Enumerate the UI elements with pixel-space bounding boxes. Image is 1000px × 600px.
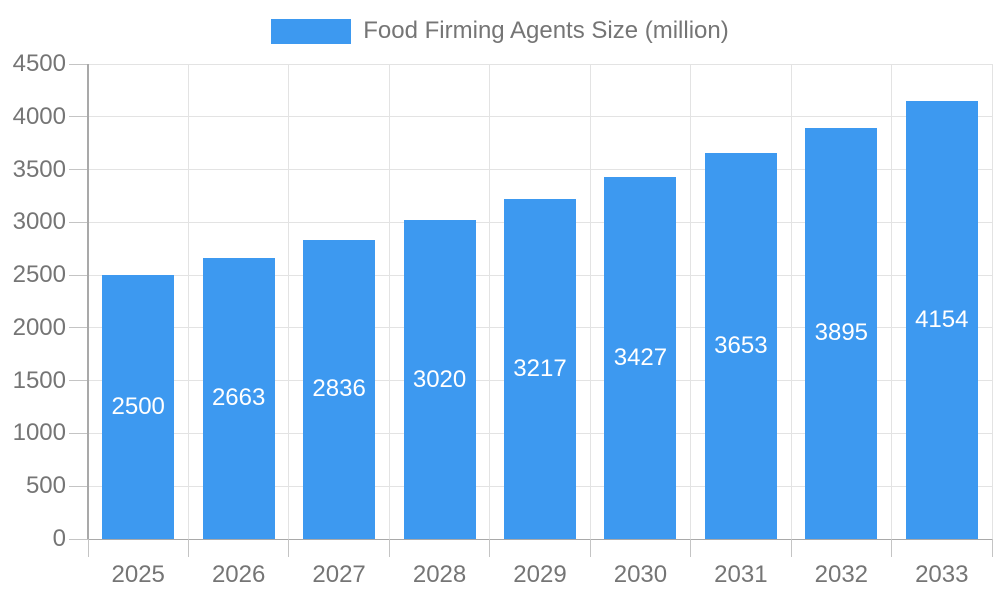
y-tick — [69, 432, 88, 434]
bar-value-label: 3895 — [814, 319, 869, 347]
bar[interactable]: 3217 — [504, 199, 576, 539]
x-tick-label: 2029 — [513, 561, 567, 588]
v-gridline — [891, 64, 893, 539]
v-gridline — [187, 64, 189, 539]
y-tick — [69, 221, 88, 223]
y-tick — [69, 116, 88, 118]
x-tick — [790, 539, 792, 557]
y-tick — [69, 538, 88, 540]
v-gridline — [489, 64, 491, 539]
y-tick-label: 500 — [25, 472, 66, 500]
x-tick-label: 2026 — [211, 561, 266, 588]
bar-value-label: 2500 — [111, 393, 165, 421]
bar[interactable]: 2663 — [202, 257, 275, 539]
bar[interactable]: 2836 — [303, 239, 376, 539]
y-tick-label: 1500 — [12, 366, 66, 394]
x-tick — [690, 539, 692, 557]
x-tick-label: 2033 — [915, 561, 969, 588]
v-gridline — [991, 64, 993, 539]
bar-value-label: 4154 — [915, 305, 969, 333]
h-gridline — [88, 169, 992, 171]
bar-value-label: 3020 — [412, 365, 467, 393]
bar-value-label: 2836 — [312, 375, 366, 403]
v-gridline — [690, 64, 692, 539]
x-tick-label: 2027 — [312, 561, 366, 588]
x-tick-label: 2028 — [412, 561, 467, 588]
y-tick — [69, 380, 88, 382]
y-tick-label: 4000 — [12, 102, 66, 130]
x-tick — [891, 539, 893, 557]
x-tick — [991, 539, 993, 557]
y-tick — [69, 169, 88, 171]
y-tick — [69, 485, 88, 487]
x-tick-label: 2031 — [714, 561, 768, 588]
h-gridline — [88, 63, 992, 65]
bar[interactable]: 3895 — [805, 127, 878, 539]
y-tick — [69, 63, 88, 65]
y-tick-label: 2500 — [12, 261, 66, 289]
x-tick-label: 2032 — [814, 561, 869, 588]
bar-value-label: 2663 — [211, 384, 266, 412]
legend-swatch — [271, 18, 352, 44]
x-axis-line — [88, 538, 992, 540]
x-tick-label: 2030 — [613, 561, 668, 588]
x-tick — [288, 539, 290, 557]
chart-legend[interactable]: Food Firming Agents Size (million) — [0, 14, 1000, 48]
v-gridline — [388, 64, 390, 539]
v-gridline — [589, 64, 591, 539]
bar[interactable]: 2500 — [102, 275, 175, 539]
x-tick — [388, 539, 390, 557]
bar-value-label: 3427 — [613, 344, 668, 372]
h-gridline — [88, 116, 992, 118]
y-tick-label: 4500 — [12, 50, 66, 77]
x-tick-label: 2025 — [111, 561, 165, 588]
bar-value-label: 3217 — [513, 355, 567, 383]
y-tick-label: 0 — [52, 525, 66, 552]
bar[interactable]: 3653 — [704, 153, 777, 539]
y-tick — [69, 274, 88, 276]
bar-value-label: 3653 — [714, 332, 768, 360]
bar[interactable]: 3427 — [604, 177, 677, 539]
y-tick-label: 3500 — [12, 155, 66, 183]
x-tick — [589, 539, 591, 557]
bar[interactable]: 4154 — [905, 100, 978, 539]
x-tick — [187, 539, 189, 557]
x-tick — [87, 539, 89, 557]
bar[interactable]: 3020 — [403, 220, 476, 539]
x-tick — [489, 539, 491, 557]
legend-label: Food Firming Agents Size (million) — [363, 17, 729, 44]
y-tick-label: 3000 — [12, 208, 66, 236]
y-tick — [69, 327, 88, 329]
y-tick-label: 2000 — [12, 313, 66, 341]
v-gridline — [790, 64, 792, 539]
v-gridline — [288, 64, 290, 539]
y-axis-line — [87, 64, 89, 539]
y-tick-label: 1000 — [12, 419, 66, 447]
